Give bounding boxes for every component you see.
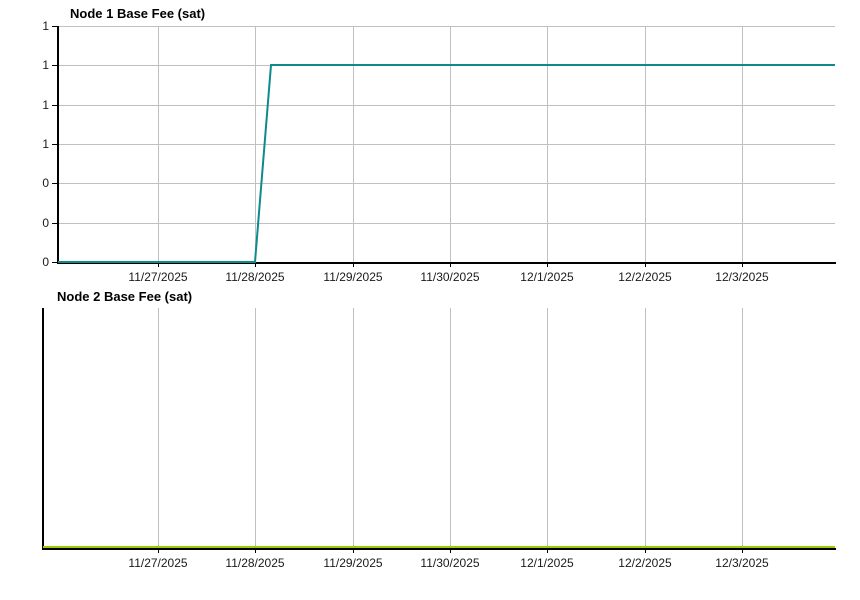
x-axis-tick xyxy=(158,262,159,267)
y-axis-label: 1 xyxy=(42,19,49,33)
y-axis-tick xyxy=(52,26,57,27)
data-series-node2 xyxy=(43,546,835,548)
gridline-horizontal xyxy=(57,183,835,184)
chart-panel-node2: Node 2 Base Fee (sat) 11/27/2025 11/28/20… xyxy=(0,285,860,600)
y-axis-label: 1 xyxy=(42,137,49,151)
gridline-vertical xyxy=(158,308,159,548)
x-axis-tick xyxy=(255,548,256,553)
y-axis-line xyxy=(42,308,44,549)
x-axis-tick xyxy=(353,262,354,267)
y-axis-tick xyxy=(52,65,57,66)
x-axis-tick xyxy=(353,548,354,553)
gridline-horizontal xyxy=(57,223,835,224)
gridline-horizontal xyxy=(57,105,835,106)
gridline-vertical xyxy=(158,26,159,262)
chart-title-node2: Node 2 Base Fee (sat) xyxy=(57,289,193,304)
y-axis-label: 1 xyxy=(42,58,49,72)
x-axis-label: 12/2/2025 xyxy=(618,270,672,284)
series-path-node1 xyxy=(58,64,835,263)
x-axis-label: 12/1/2025 xyxy=(520,556,574,570)
x-axis-tick xyxy=(450,262,451,267)
gridline-vertical xyxy=(450,308,451,548)
gridline-vertical xyxy=(353,308,354,548)
x-axis-label: 11/30/2025 xyxy=(420,556,480,570)
y-axis-label: 0 xyxy=(42,216,49,230)
y-axis-tick xyxy=(52,183,57,184)
gridline-vertical xyxy=(255,308,256,548)
plot-area-node1: 1 1 1 1 0 0 0 11/27/2025 11/28/2025 11/29/2025 11/… xyxy=(42,19,836,284)
x-axis-tick xyxy=(742,548,743,553)
x-axis-label: 11/27/2025 xyxy=(128,270,188,284)
x-axis-line xyxy=(42,548,836,550)
x-axis-tick xyxy=(645,262,646,267)
chart-panel-node1: Node 1 Base Fee (sat) 1 1 1 1 0 0 0 11/27/2025 1… xyxy=(0,0,860,285)
y-axis-label: 1 xyxy=(42,98,49,112)
gridline-vertical xyxy=(742,308,743,548)
x-axis-tick xyxy=(547,548,548,553)
x-axis-tick xyxy=(742,262,743,267)
gridline-vertical xyxy=(255,26,256,262)
y-axis-label: 0 xyxy=(42,255,49,269)
gridline-vertical xyxy=(547,26,548,262)
gridline-vertical xyxy=(742,26,743,262)
plot-area-node2: 11/27/2025 11/28/2025 11/29/2025 11/30/2025… xyxy=(42,308,836,570)
x-axis-label: 11/29/2025 xyxy=(323,270,383,284)
x-axis-label: 12/3/2025 xyxy=(715,270,769,284)
gridline-vertical xyxy=(645,26,646,262)
x-axis-label: 11/29/2025 xyxy=(323,556,383,570)
x-axis-tick xyxy=(547,262,548,267)
x-axis-label: 12/1/2025 xyxy=(520,270,574,284)
x-axis-tick xyxy=(158,548,159,553)
y-axis-tick xyxy=(52,105,57,106)
y-axis-label: 0 xyxy=(42,176,49,190)
chart-title-node1: Node 1 Base Fee (sat) xyxy=(70,6,206,21)
gridline-vertical xyxy=(547,308,548,548)
y-axis-line xyxy=(57,26,59,263)
x-axis-label: 12/2/2025 xyxy=(618,556,672,570)
x-axis-label: 11/28/2025 xyxy=(225,270,285,284)
plot-background-node2 xyxy=(42,308,835,548)
x-axis-line xyxy=(57,262,836,264)
y-axis-tick xyxy=(52,144,57,145)
y-axis-tick xyxy=(52,223,57,224)
gridline-horizontal xyxy=(57,26,835,27)
x-axis-tick xyxy=(645,548,646,553)
x-axis-tick xyxy=(255,262,256,267)
x-axis-tick xyxy=(450,548,451,553)
data-series-node1 xyxy=(58,64,835,263)
x-axis-label: 11/28/2025 xyxy=(225,556,285,570)
gridline-vertical xyxy=(353,26,354,262)
x-axis-label: 12/3/2025 xyxy=(715,556,769,570)
x-axis-label: 11/30/2025 xyxy=(420,270,480,284)
gridline-horizontal xyxy=(57,144,835,145)
gridline-vertical xyxy=(450,26,451,262)
y-axis-tick xyxy=(52,262,57,263)
x-axis-label: 11/27/2025 xyxy=(128,556,188,570)
gridline-vertical xyxy=(645,308,646,548)
